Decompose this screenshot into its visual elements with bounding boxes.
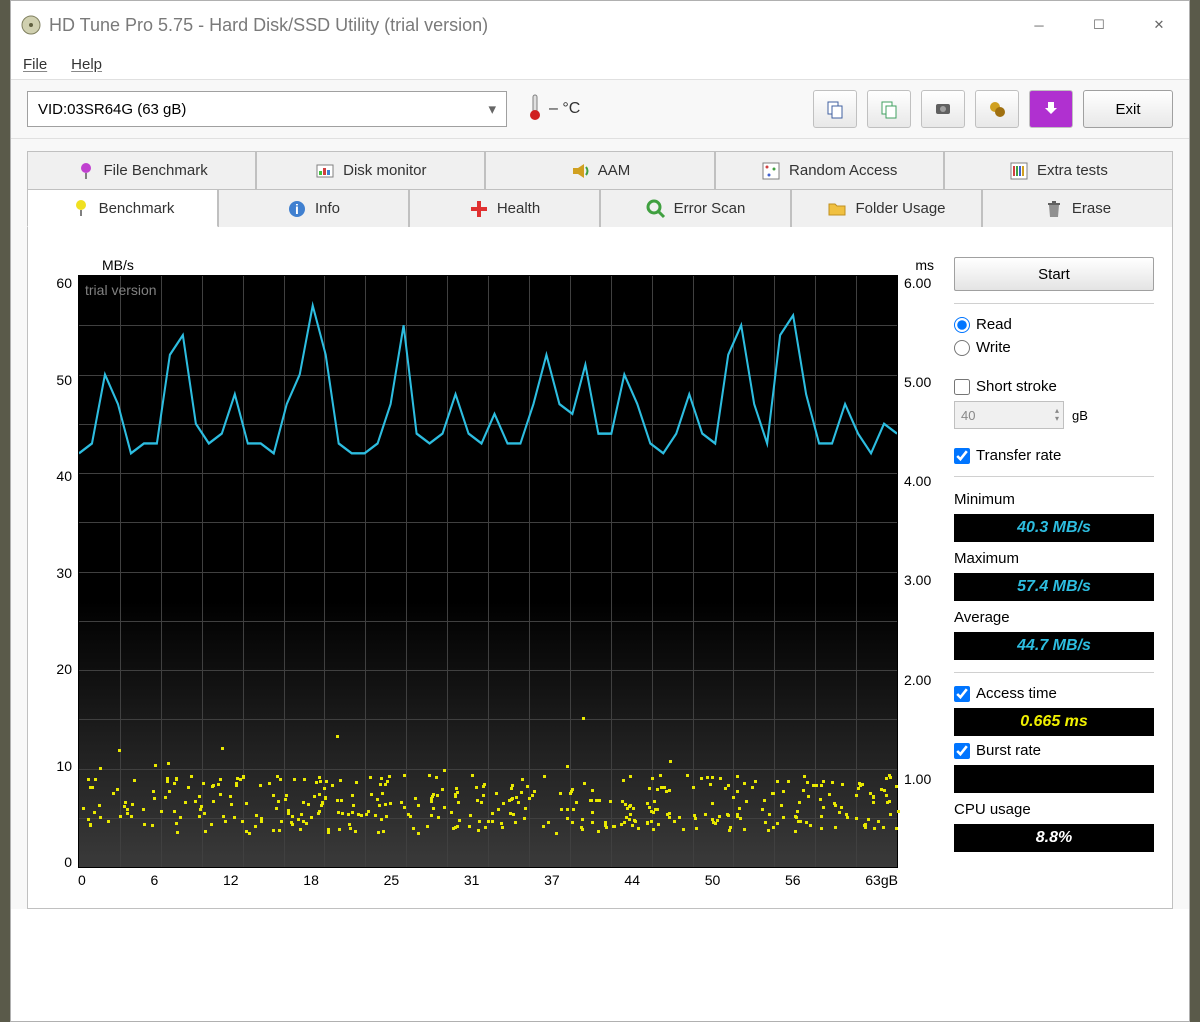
tab-area: File BenchmarkDisk monitorAAMRandom Acce… [11, 139, 1189, 909]
tab-file-benchmark[interactable]: File Benchmark [27, 151, 256, 189]
min-label: Minimum [954, 491, 1154, 508]
temperature-value: – °C [549, 100, 580, 118]
max-label: Maximum [954, 550, 1154, 567]
tab-row-1: File BenchmarkDisk monitorAAMRandom Acce… [27, 151, 1173, 189]
min-value: 40.3 MB/s [954, 514, 1154, 542]
drive-select[interactable]: VID:03SR64G (63 gB) [27, 91, 507, 127]
transfer-rate-check[interactable]: Transfer rate [954, 447, 1154, 464]
menu-file[interactable]: File [23, 56, 47, 73]
y-left-label: MB/s [102, 257, 134, 273]
chart-container: MB/s ms 6050403020100 trial version 0612… [46, 257, 938, 890]
tab-health[interactable]: Health [409, 189, 600, 227]
burst-rate-check[interactable]: Burst rate [954, 742, 1154, 759]
tab-row-2: BenchmarkiInfoHealthError ScanFolder Usa… [27, 189, 1173, 227]
write-radio[interactable]: Write [954, 339, 1154, 356]
extra-tests-icon [1009, 161, 1029, 181]
svg-text:i: i [295, 201, 299, 217]
exit-button[interactable]: Exit [1083, 90, 1173, 128]
benchmark-icon [71, 198, 91, 218]
avg-label: Average [954, 609, 1154, 626]
burst-value [954, 765, 1154, 793]
erase-icon [1044, 199, 1064, 219]
random-access-icon [761, 161, 781, 181]
info-icon: i [287, 199, 307, 219]
results-sidebar: Start Read Write Short stroke 40 gB Tran… [954, 257, 1154, 890]
avg-value: 44.7 MB/s [954, 632, 1154, 660]
tab-erase[interactable]: Erase [982, 189, 1173, 227]
menu-help[interactable]: Help [71, 56, 102, 73]
minimize-button[interactable]: ─ [1009, 1, 1069, 49]
tab-random-access[interactable]: Random Access [715, 151, 944, 189]
stroke-unit: gB [1072, 408, 1088, 423]
cpu-label: CPU usage [954, 801, 1154, 818]
app-icon [21, 15, 41, 35]
window-controls: ─ ☐ ✕ [1009, 1, 1189, 49]
toolbar: VID:03SR64G (63 gB) – °C Exit [11, 79, 1189, 139]
y-axis-left: 6050403020100 [46, 275, 78, 890]
options-button[interactable] [975, 90, 1019, 128]
drive-select-value: VID:03SR64G (63 gB) [38, 101, 186, 118]
y-axis-right: 6.005.004.003.002.001.00 [898, 275, 938, 890]
tab-info[interactable]: iInfo [218, 189, 409, 227]
tab-extra-tests[interactable]: Extra tests [944, 151, 1173, 189]
y-right-label: ms [915, 257, 934, 273]
benchmark-panel: MB/s ms 6050403020100 trial version 0612… [27, 226, 1173, 909]
health-icon [469, 199, 489, 219]
tab-aam[interactable]: AAM [485, 151, 714, 189]
maximize-button[interactable]: ☐ [1069, 1, 1129, 49]
close-button[interactable]: ✕ [1129, 1, 1189, 49]
tab-folder-usage[interactable]: Folder Usage [791, 189, 982, 227]
file-benchmark-icon [76, 161, 96, 181]
folder-usage-icon [827, 199, 847, 219]
save-screenshot-button[interactable] [921, 90, 965, 128]
save-button[interactable] [1029, 90, 1073, 128]
aam-icon [570, 161, 590, 181]
tab-error-scan[interactable]: Error Scan [600, 189, 791, 227]
temperature-display: – °C [527, 93, 580, 126]
copy-info-button[interactable] [813, 90, 857, 128]
read-radio[interactable]: Read [954, 316, 1154, 333]
cpu-value: 8.8% [954, 824, 1154, 852]
app-window: HD Tune Pro 5.75 - Hard Disk/SSD Utility… [10, 0, 1190, 1022]
access-time-check[interactable]: Access time [954, 685, 1154, 702]
copy-screenshot-button[interactable] [867, 90, 911, 128]
chart-watermark: trial version [85, 282, 157, 298]
menubar: File Help [11, 49, 1189, 79]
titlebar: HD Tune Pro 5.75 - Hard Disk/SSD Utility… [11, 1, 1189, 49]
tab-benchmark[interactable]: Benchmark [27, 189, 218, 227]
chart-plot: trial version [78, 275, 898, 868]
error-scan-icon [646, 199, 666, 219]
tab-disk-monitor[interactable]: Disk monitor [256, 151, 485, 189]
access-value: 0.665 ms [954, 708, 1154, 736]
disk-monitor-icon [315, 161, 335, 181]
window-title: HD Tune Pro 5.75 - Hard Disk/SSD Utility… [49, 15, 1009, 36]
x-axis: 06121825313744505663gB [78, 868, 898, 890]
max-value: 57.4 MB/s [954, 573, 1154, 601]
short-stroke-check[interactable]: Short stroke [954, 378, 1154, 395]
stroke-value-input[interactable]: 40 [954, 401, 1064, 429]
thermometer-icon [527, 93, 543, 126]
start-button[interactable]: Start [954, 257, 1154, 291]
